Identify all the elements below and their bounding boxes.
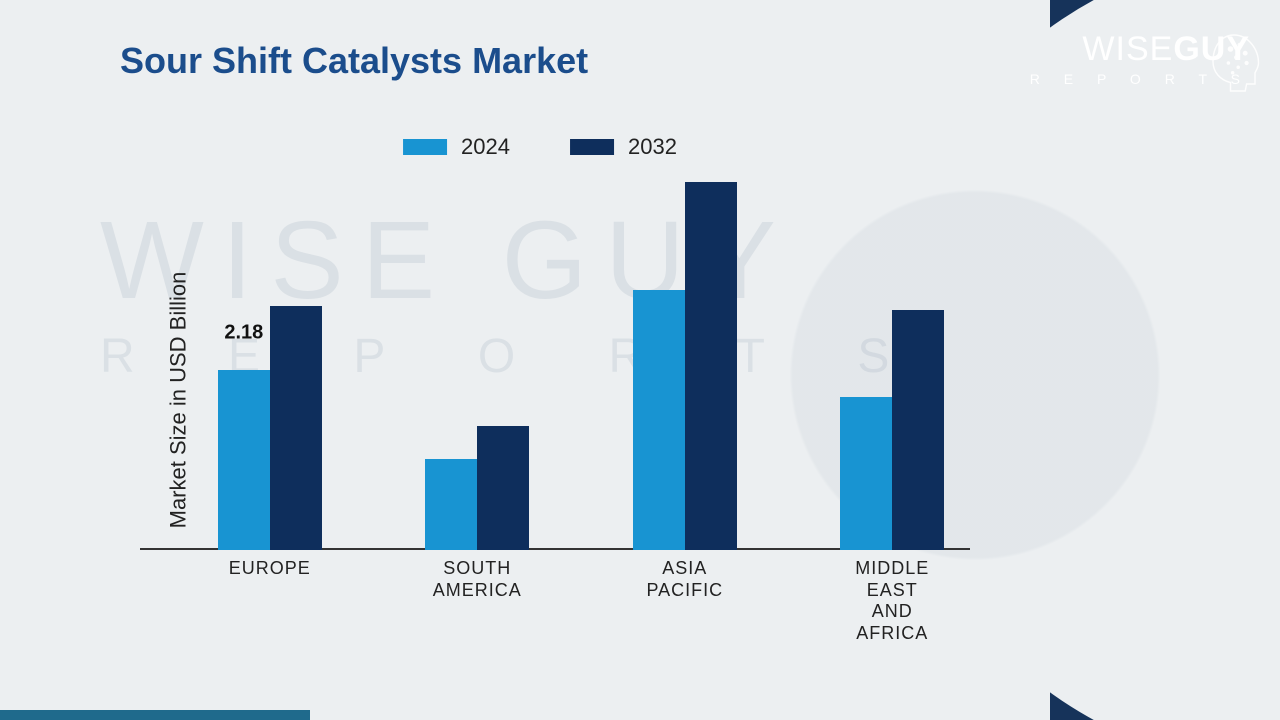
legend: 2024 2032 xyxy=(403,134,677,160)
legend-item-2032: 2032 xyxy=(570,134,677,160)
bar-2024 xyxy=(633,290,685,550)
legend-item-2024: 2024 xyxy=(403,134,510,160)
bottom-accent-bar xyxy=(0,710,310,720)
bar-chart: Market Size in USD Billion 2024 2032 EUR… xyxy=(110,140,970,660)
bar-2024 xyxy=(218,370,270,550)
chart-title: Sour Shift Catalysts Market xyxy=(120,40,588,82)
category-label: MIDDLEEASTANDAFRICA xyxy=(812,550,972,644)
bar-2032 xyxy=(685,182,737,550)
category-label: ASIAPACIFIC xyxy=(605,550,765,601)
bar-2024 xyxy=(840,397,892,550)
bar-2024 xyxy=(425,459,477,550)
legend-swatch-2032 xyxy=(570,139,614,155)
legend-label-2032: 2032 xyxy=(628,134,677,160)
report-card: WISEGUY R E P O R T S WISE GUY R E P O R… xyxy=(0,0,1280,720)
plot-area: EUROPE2.18SOUTHAMERICAASIAPACIFICMIDDLEE… xyxy=(140,170,970,550)
bar-2032 xyxy=(270,306,322,550)
brand-head-icon xyxy=(1192,28,1262,98)
legend-label-2024: 2024 xyxy=(461,134,510,160)
bar-2032 xyxy=(477,426,529,550)
bar-2032 xyxy=(892,310,944,550)
category-label: EUROPE xyxy=(190,550,350,580)
legend-swatch-2024 xyxy=(403,139,447,155)
category-label: SOUTHAMERICA xyxy=(397,550,557,601)
bar-value-label: 2.18 xyxy=(224,322,263,345)
brand-name-a: WISE xyxy=(1082,30,1173,68)
